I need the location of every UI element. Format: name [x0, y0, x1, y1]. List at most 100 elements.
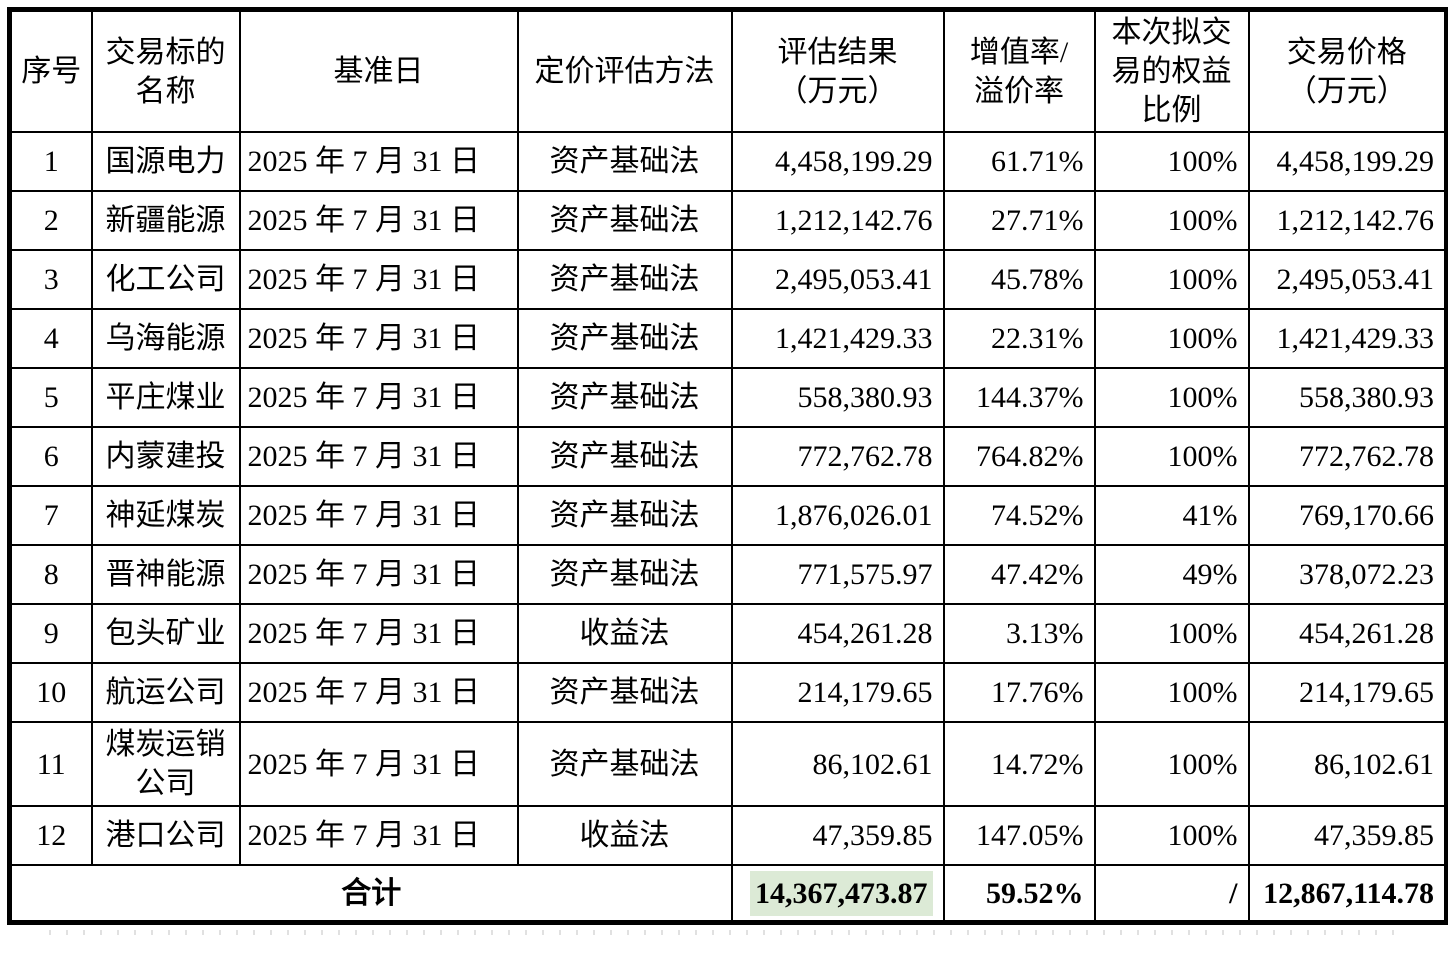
equity-ratio: 100% [1093, 426, 1250, 487]
header-transaction-price: 交易价格 （万元） [1247, 8, 1448, 133]
table-row: 6 内蒙建投 2025 年 7 月 31 日资产基础法 772,762.78 764.8… [8, 426, 1448, 487]
target-name: 乌海能源 [90, 308, 241, 369]
equity-ratio: 100% [1093, 131, 1250, 192]
equity-ratio: 100% [1093, 367, 1250, 428]
transaction-price: 378,072.23 [1247, 544, 1448, 605]
transaction-price: 1,212,142.76 [1247, 190, 1448, 251]
target-name: 包头矿业 [90, 603, 241, 664]
valuation-result: 772,762.78 [730, 426, 945, 487]
valuation-result: 4,458,199.29 [730, 131, 945, 192]
table-row: 4 乌海能源 2025 年 7 月 31 日资产基础法 1,421,429.33 22.… [8, 308, 1448, 369]
valuation-method: 资产基础法 [516, 190, 733, 251]
row-index: 12 [8, 805, 93, 866]
premium-rate: 147.05% [942, 805, 1096, 866]
row-index: 4 [8, 308, 93, 369]
transaction-price: 86,102.61 [1247, 721, 1448, 807]
table-body: 1 国源电力 2025 年 7 月 31 日资产基础法 4,458,199.29 61.… [8, 131, 1448, 866]
transaction-price: 1,421,429.33 [1247, 308, 1448, 369]
premium-rate: 144.37% [942, 367, 1096, 428]
valuation-method: 资产基础法 [516, 308, 733, 369]
header-target-name: 交易标的 名称 [90, 8, 241, 133]
target-name: 国源电力 [90, 131, 241, 192]
transaction-price: 772,762.78 [1247, 426, 1448, 487]
base-date: 2025 年 7 月 31 日 [238, 805, 519, 866]
valuation-result: 47,359.85 [730, 805, 945, 866]
transaction-price: 454,261.28 [1247, 603, 1448, 664]
row-index: 6 [8, 426, 93, 487]
target-name: 晋神能源 [90, 544, 241, 605]
valuation-result: 86,102.61 [730, 721, 945, 807]
target-name: 化工公司 [90, 249, 241, 310]
base-date: 2025 年 7 月 31 日 [238, 426, 519, 487]
transaction-price: 558,380.93 [1247, 367, 1448, 428]
valuation-result: 558,380.93 [730, 367, 945, 428]
premium-rate: 74.52% [942, 485, 1096, 546]
base-date: 2025 年 7 月 31 日 [238, 544, 519, 605]
valuation-result: 1,876,026.01 [730, 485, 945, 546]
equity-ratio: 49% [1093, 544, 1250, 605]
transaction-price: 214,179.65 [1247, 662, 1448, 723]
valuation-method: 资产基础法 [516, 367, 733, 428]
valuation-result: 1,212,142.76 [730, 190, 945, 251]
transaction-price: 769,170.66 [1247, 485, 1448, 546]
row-index: 11 [8, 721, 93, 807]
base-date: 2025 年 7 月 31 日 [238, 249, 519, 310]
total-equity-ratio: / [1093, 864, 1250, 924]
premium-rate: 3.13% [942, 603, 1096, 664]
base-date: 2025 年 7 月 31 日 [238, 190, 519, 251]
equity-ratio: 100% [1093, 190, 1250, 251]
header-valuation-result: 评估结果 （万元） [730, 8, 945, 133]
base-date: 2025 年 7 月 31 日 [238, 367, 519, 428]
premium-rate: 764.82% [942, 426, 1096, 487]
target-name: 平庄煤业 [90, 367, 241, 428]
premium-rate: 14.72% [942, 721, 1096, 807]
base-date: 2025 年 7 月 31 日 [238, 721, 519, 807]
valuation-method: 资产基础法 [516, 426, 733, 487]
transaction-price: 47,359.85 [1247, 805, 1448, 866]
valuation-method: 资产基础法 [516, 662, 733, 723]
valuation-method: 资产基础法 [516, 721, 733, 807]
total-premium-rate: 59.52% [942, 864, 1096, 924]
valuation-result: 771,575.97 [730, 544, 945, 605]
total-valuation-result-highlight: 14,367,473.87 [750, 870, 933, 916]
valuation-result: 454,261.28 [730, 603, 945, 664]
table-row: 10 航运公司 2025 年 7 月 31 日资产基础法 214,179.65 17.7… [8, 662, 1448, 723]
row-index: 3 [8, 249, 93, 310]
equity-ratio: 41% [1093, 485, 1250, 546]
transaction-price: 4,458,199.29 [1247, 131, 1448, 192]
header-row: 序号 交易标的 名称 基准日 定价评估方法 评估结果 （万元） 增值率/ 溢价率… [8, 8, 1448, 133]
premium-rate: 22.31% [942, 308, 1096, 369]
header-valuation-method: 定价评估方法 [516, 8, 733, 133]
equity-ratio: 100% [1093, 308, 1250, 369]
premium-rate: 17.76% [942, 662, 1096, 723]
total-valuation-result-cell: 14,367,473.87 [730, 864, 945, 924]
row-index: 7 [8, 485, 93, 546]
total-transaction-price: 12,867,114.78 [1247, 864, 1448, 924]
total-label: 合计 [8, 864, 733, 924]
equity-ratio: 100% [1093, 721, 1250, 807]
row-index: 9 [8, 603, 93, 664]
valuation-method: 资产基础法 [516, 131, 733, 192]
base-date: 2025 年 7 月 31 日 [238, 131, 519, 192]
target-name: 神延煤炭 [90, 485, 241, 546]
valuation-result: 1,421,429.33 [730, 308, 945, 369]
table-row: 8 晋神能源 2025 年 7 月 31 日资产基础法 771,575.97 47.42… [8, 544, 1448, 605]
equity-ratio: 100% [1093, 603, 1250, 664]
base-date: 2025 年 7 月 31 日 [238, 485, 519, 546]
base-date: 2025 年 7 月 31 日 [238, 662, 519, 723]
premium-rate: 45.78% [942, 249, 1096, 310]
target-name: 内蒙建投 [90, 426, 241, 487]
equity-ratio: 100% [1093, 249, 1250, 310]
equity-ratio: 100% [1093, 662, 1250, 723]
valuation-method: 收益法 [516, 805, 733, 866]
valuation-method: 资产基础法 [516, 249, 733, 310]
row-index: 2 [8, 190, 93, 251]
total-row: 合计 14,367,473.87 59.52% / 12,867,114.78 [8, 864, 1448, 924]
table-row: 1 国源电力 2025 年 7 月 31 日资产基础法 4,458,199.29 61.… [8, 131, 1448, 192]
equity-ratio: 100% [1093, 805, 1250, 866]
table-row: 5 平庄煤业 2025 年 7 月 31 日资产基础法 558,380.93 144.3… [8, 367, 1448, 428]
table-row: 7 神延煤炭 2025 年 7 月 31 日资产基础法 1,876,026.01 74.… [8, 485, 1448, 546]
row-index: 5 [8, 367, 93, 428]
base-date: 2025 年 7 月 31 日 [238, 603, 519, 664]
